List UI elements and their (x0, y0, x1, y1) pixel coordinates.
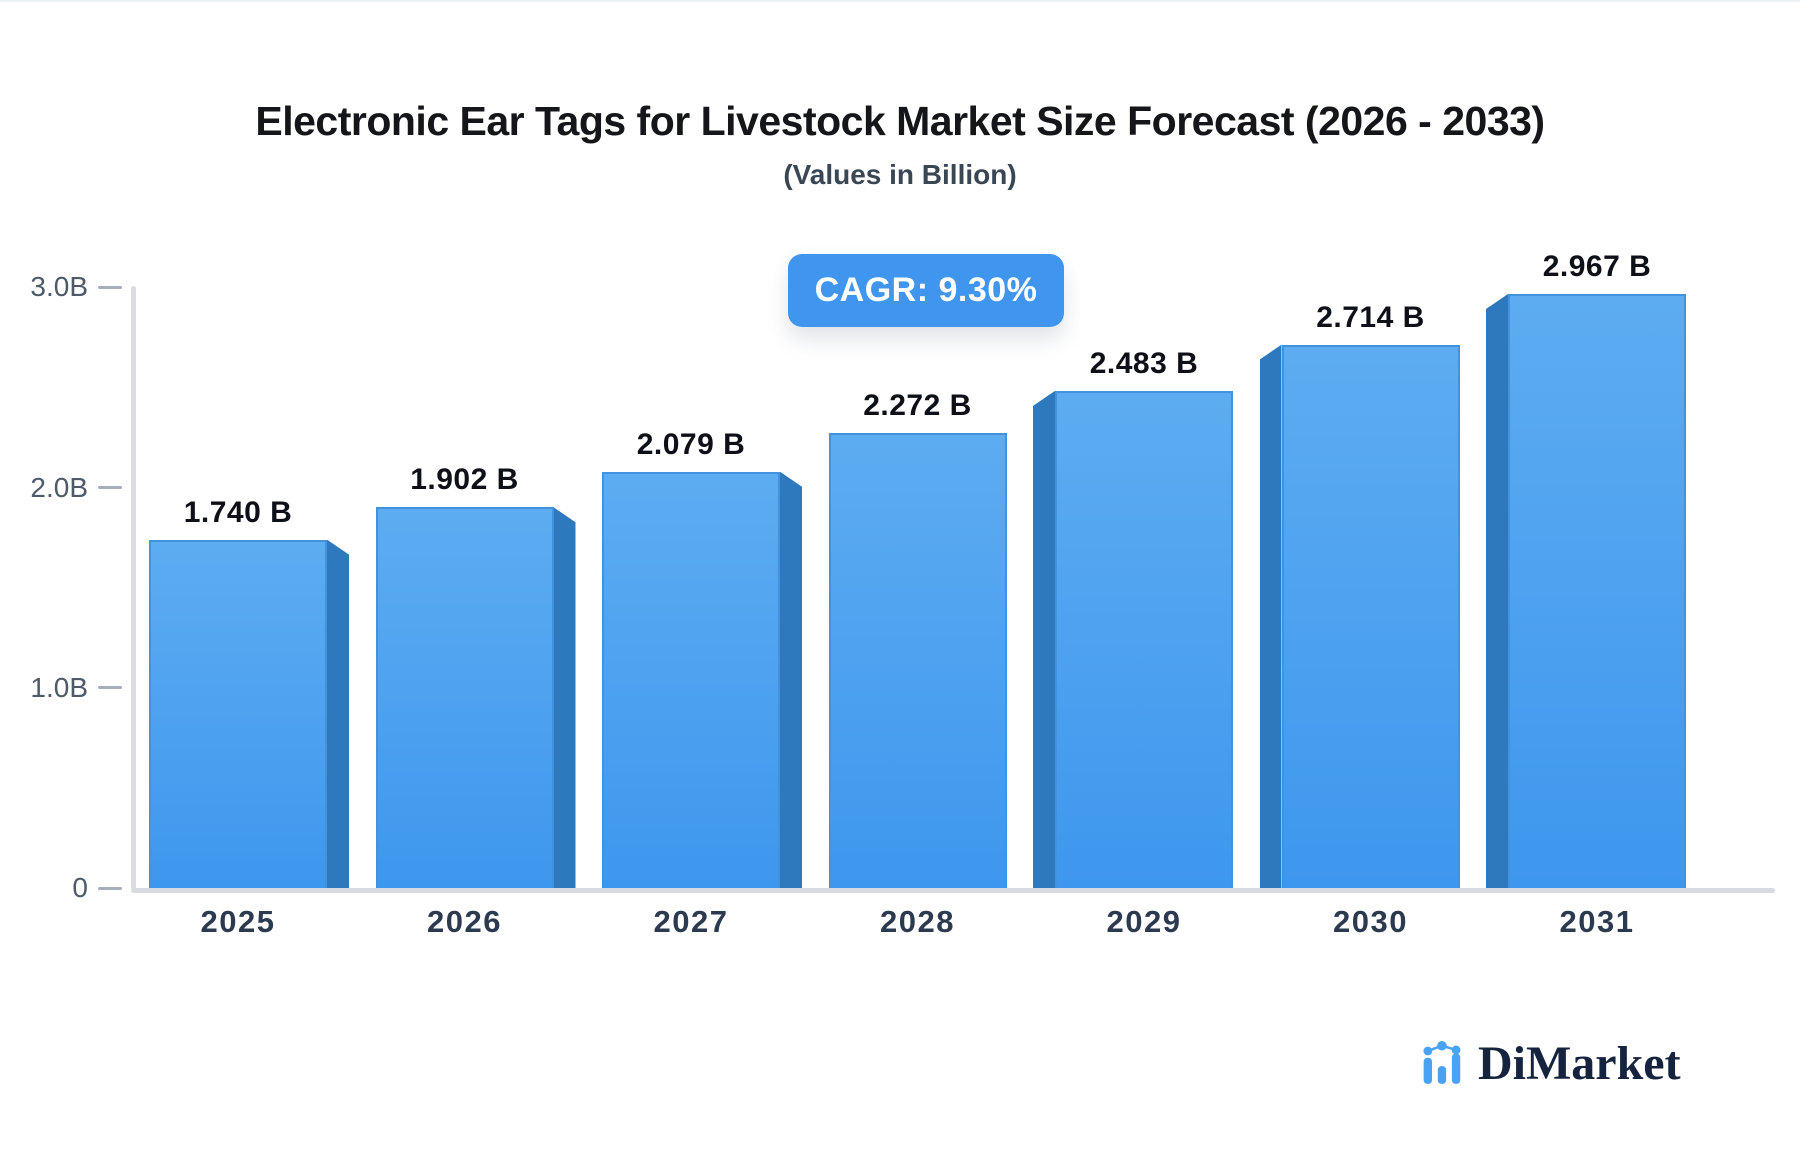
y-axis-tick (98, 285, 122, 289)
brand-name: DiMarket (1478, 1037, 1681, 1090)
x-axis-label: 2027 (653, 904, 729, 939)
bar (149, 539, 327, 888)
bar-value-label: 1.740 B (183, 495, 293, 529)
bar-value-label: 2.079 B (636, 427, 746, 461)
y-axis-tick-label: 3.0B (30, 271, 88, 303)
y-axis-tick-label: 1.0B (30, 671, 88, 703)
x-axis-label: 2031 (1559, 904, 1635, 939)
bar (1508, 294, 1686, 888)
bar-value-label: 2.483 B (1089, 346, 1199, 380)
y-axis-tick (98, 486, 122, 490)
bar (1055, 390, 1233, 888)
x-axis-label: 2030 (1333, 904, 1408, 939)
bar (1281, 344, 1460, 888)
bar-value-label: 1.902 B (410, 463, 519, 497)
y-axis-tick (98, 886, 122, 890)
brand-logo: DiMarket (1422, 1040, 1681, 1088)
bar-side-face (1033, 390, 1055, 888)
bar-value-label: 2.714 B (1316, 300, 1425, 334)
bar-value-label: 2.272 B (863, 389, 972, 423)
y-axis-tick (98, 686, 122, 690)
y-axis-tick-label: 2.0B (30, 471, 88, 503)
chart-header: Electronic Ear Tags for Livestock Market… (0, 2, 1800, 191)
bar (375, 507, 554, 888)
bar-side-face (1486, 294, 1508, 888)
bar-side-face (553, 507, 576, 888)
bar-side-face (1259, 344, 1282, 888)
y-axis-line (131, 286, 136, 890)
x-axis-label: 2025 (200, 904, 276, 939)
cagr-badge: CAGR: 9.30% (788, 254, 1064, 327)
x-axis-baseline (131, 888, 1775, 893)
bar-chart-logo-icon (1423, 1040, 1461, 1084)
x-axis-label: 2029 (1106, 904, 1182, 939)
bar (828, 433, 1007, 888)
chart-subtitle: (Values in Billion) (783, 159, 1017, 190)
y-axis-tick-label: 0 (72, 872, 88, 903)
chart-title: Electronic Ear Tags for Livestock Market… (255, 98, 1545, 144)
bar-side-face (780, 471, 802, 888)
bar-side-face (327, 539, 349, 888)
bar (602, 471, 780, 888)
x-axis-label: 2026 (427, 904, 502, 939)
x-axis-label: 2028 (880, 904, 955, 939)
bar-value-label: 2.967 B (1542, 250, 1652, 283)
